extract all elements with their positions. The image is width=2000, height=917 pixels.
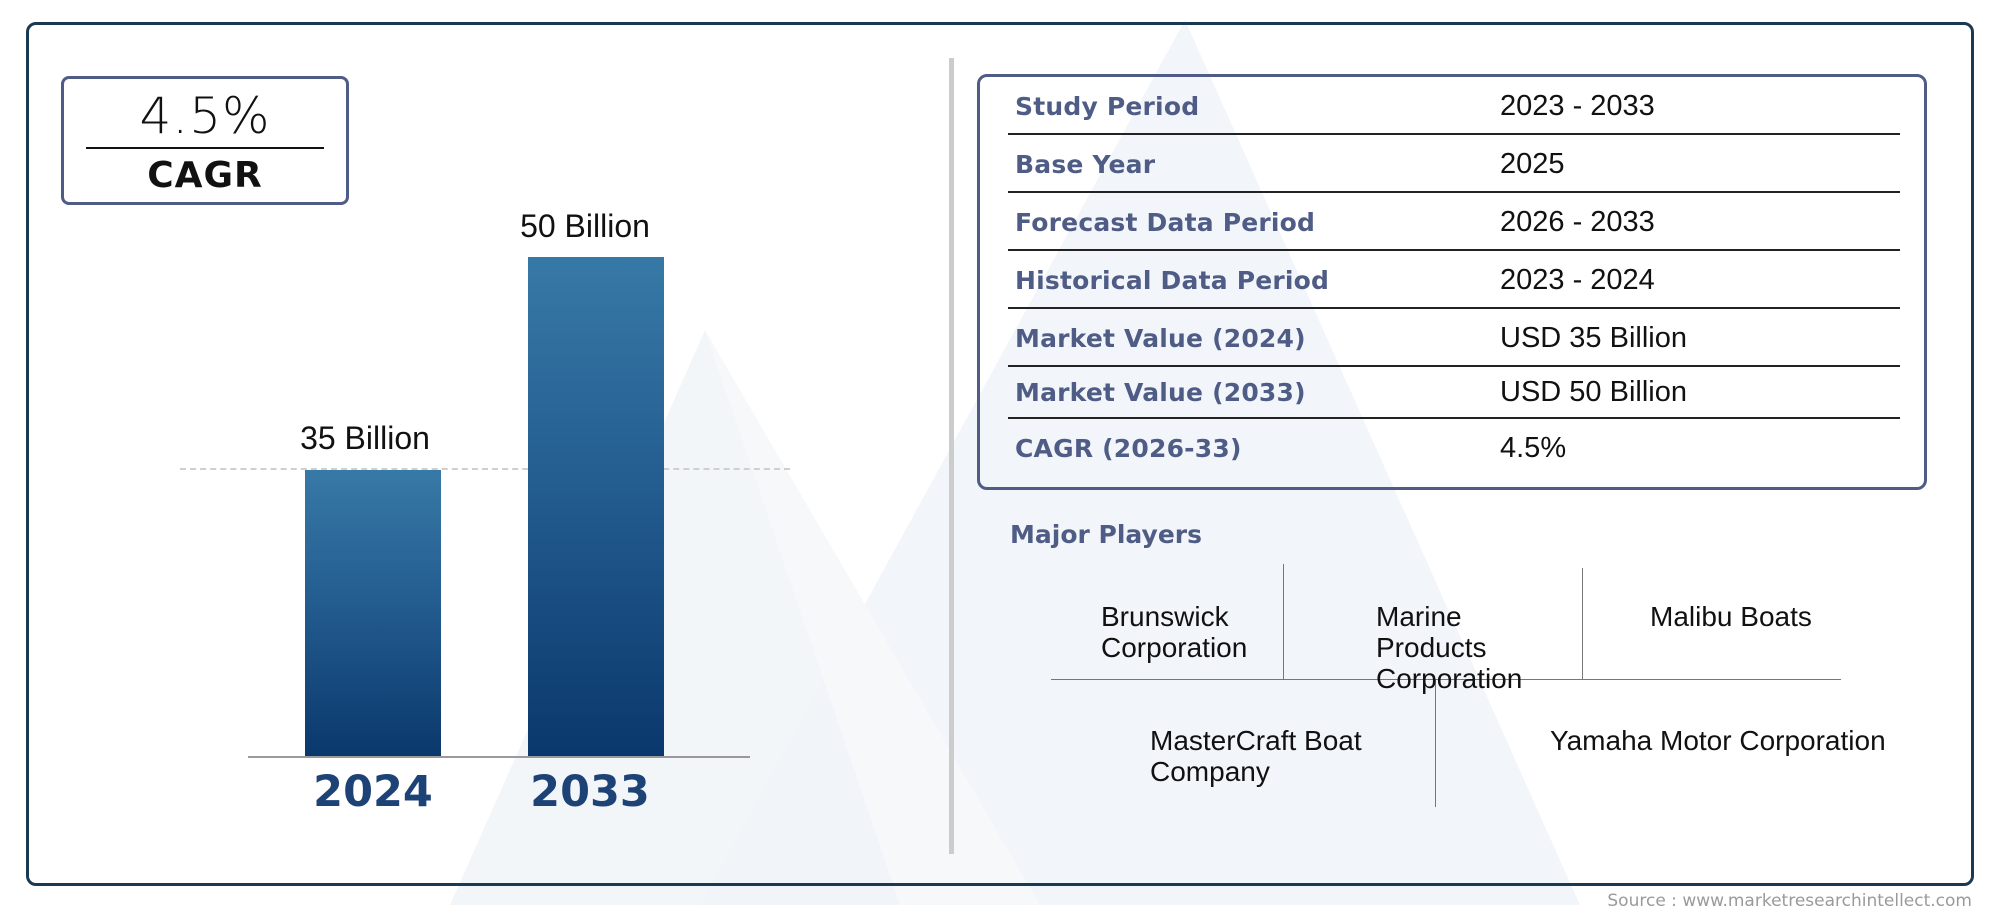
market-info-table: Study Period 2023 - 2033 Base Year 2025 … [977,74,1927,490]
cagr-value: 4.5% [139,87,271,145]
player-malibu-boats: Malibu Boats [1650,601,1812,632]
section-divider [949,58,954,854]
bar-value-label-2024: 35 Billion [300,420,430,456]
row-divider [1008,365,1900,367]
row-key: Market Value (2024) [1015,324,1306,353]
table-row: Study Period 2023 - 2033 [1008,77,1900,135]
player-mastercraft: MasterCraft Boat Company [1150,725,1362,787]
row-divider [1008,307,1900,309]
bar-2033 [528,257,664,756]
row-key: Historical Data Period [1015,266,1330,295]
player-divider [1435,680,1436,807]
row-key: Forecast Data Period [1015,208,1316,237]
row-value: 2025 [1500,148,1565,180]
table-row: Historical Data Period 2023 - 2024 [1008,251,1900,309]
player-divider [1582,568,1583,680]
player-brunswick: Brunswick Corporation [1101,601,1248,663]
player-yamaha: Yamaha Motor Corporation [1550,725,1886,756]
row-divider [1008,191,1900,193]
table-row: Base Year 2025 [1008,135,1900,193]
bar-chart: 35 Billion 50 Billion 2024 2033 [0,0,950,917]
reference-dashed-line [180,468,790,470]
source-credit: Source : www.marketresearchintellect.com [1607,891,1972,911]
row-value: 2023 - 2024 [1500,264,1655,296]
row-value: 4.5% [1500,432,1567,464]
bar-value-label-2033: 50 Billion [520,208,650,244]
x-tick-2024: 2024 [313,767,433,817]
x-axis-baseline [248,756,750,758]
row-divider [1008,249,1900,251]
cagr-divider [86,147,324,149]
bar-2024 [305,470,441,756]
table-row: Market Value (2033) USD 50 Billion [1008,367,1900,419]
row-key: Study Period [1015,92,1200,121]
row-key: CAGR (2026-33) [1015,434,1242,463]
row-value: USD 50 Billion [1500,376,1687,408]
cagr-summary-box: 4.5% CAGR [61,76,349,205]
row-key: Base Year [1015,150,1156,179]
row-value: USD 35 Billion [1500,322,1687,354]
x-tick-2033: 2033 [530,767,650,817]
row-key: Market Value (2033) [1015,378,1306,407]
table-row: Forecast Data Period 2026 - 2033 [1008,193,1900,251]
outer-frame [26,22,1974,886]
cagr-label: CAGR [147,155,263,196]
player-marine-products: Marine Products Corporation [1376,601,1523,694]
row-value: 2023 - 2033 [1500,90,1655,122]
row-divider [1008,133,1900,135]
table-row: CAGR (2026-33) 4.5% [1008,419,1900,477]
major-players-heading: Major Players [1010,520,1202,549]
player-divider-horizontal [1051,679,1841,680]
player-divider [1283,564,1284,680]
table-row: Market Value (2024) USD 35 Billion [1008,309,1900,367]
row-value: 2026 - 2033 [1500,206,1655,238]
row-divider [1008,417,1900,419]
